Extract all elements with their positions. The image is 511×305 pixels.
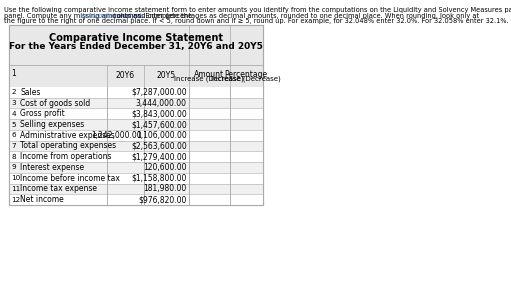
FancyBboxPatch shape bbox=[10, 109, 263, 119]
FancyBboxPatch shape bbox=[10, 65, 263, 87]
Text: 2: 2 bbox=[12, 89, 16, 95]
Text: the figure to the right of one decimal place. If < 5, round down and if ≥ 5, rou: the figure to the right of one decimal p… bbox=[4, 18, 509, 24]
Text: $1,279,400.00: $1,279,400.00 bbox=[131, 152, 187, 161]
FancyBboxPatch shape bbox=[10, 25, 263, 205]
Text: 3,444,000.00: 3,444,000.00 bbox=[135, 99, 187, 108]
Text: 6: 6 bbox=[12, 132, 16, 138]
Text: Net income: Net income bbox=[20, 195, 64, 204]
Text: Increase (Decrease): Increase (Decrease) bbox=[212, 76, 281, 82]
Text: 9: 9 bbox=[12, 164, 16, 170]
Text: Total operating expenses: Total operating expenses bbox=[20, 142, 116, 150]
Text: 1,106,000.00: 1,106,000.00 bbox=[136, 131, 187, 140]
Text: Selling expenses: Selling expenses bbox=[20, 120, 84, 129]
Text: 20Y6: 20Y6 bbox=[116, 71, 135, 80]
FancyBboxPatch shape bbox=[10, 194, 263, 205]
Text: Interest expense: Interest expense bbox=[20, 163, 84, 172]
Text: 10: 10 bbox=[12, 175, 21, 181]
Text: 3: 3 bbox=[12, 100, 16, 106]
Text: 20Y5: 20Y5 bbox=[157, 71, 176, 80]
Text: $1,158,800.00: $1,158,800.00 bbox=[131, 174, 187, 183]
FancyBboxPatch shape bbox=[10, 141, 263, 151]
Text: 120,600.00: 120,600.00 bbox=[143, 163, 187, 172]
Text: 1: 1 bbox=[12, 70, 16, 78]
Text: horizontal analysis: horizontal analysis bbox=[82, 13, 145, 19]
Text: $7,287,000.00: $7,287,000.00 bbox=[131, 88, 187, 97]
FancyBboxPatch shape bbox=[10, 119, 263, 130]
Text: $976,820.00: $976,820.00 bbox=[138, 195, 187, 204]
Text: Amount: Amount bbox=[194, 70, 224, 79]
Text: Cost of goods sold: Cost of goods sold bbox=[20, 99, 90, 108]
Text: columns. Enter percentages as decimal amounts, rounded to one decimal place. Whe: columns. Enter percentages as decimal am… bbox=[111, 13, 479, 19]
Text: 7: 7 bbox=[12, 143, 16, 149]
Text: Increase (Decrease): Increase (Decrease) bbox=[174, 76, 244, 82]
Text: 4: 4 bbox=[12, 111, 16, 117]
FancyBboxPatch shape bbox=[10, 130, 263, 141]
Text: 5: 5 bbox=[12, 122, 16, 127]
Text: 12: 12 bbox=[12, 197, 21, 203]
Text: Use the following comparative income statement form to enter amounts you identif: Use the following comparative income sta… bbox=[4, 7, 511, 13]
Text: Income from operations: Income from operations bbox=[20, 152, 111, 161]
FancyBboxPatch shape bbox=[10, 151, 263, 162]
Text: Sales: Sales bbox=[20, 88, 40, 97]
FancyBboxPatch shape bbox=[10, 87, 263, 98]
Text: Comparative Income Statement: Comparative Income Statement bbox=[49, 33, 223, 43]
FancyBboxPatch shape bbox=[10, 25, 263, 65]
Text: Income before income tax: Income before income tax bbox=[20, 174, 120, 183]
Text: 181,980.00: 181,980.00 bbox=[144, 185, 187, 193]
Text: 1,242,000.00: 1,242,000.00 bbox=[91, 131, 142, 140]
FancyBboxPatch shape bbox=[10, 173, 263, 184]
Text: 11: 11 bbox=[12, 186, 21, 192]
Text: Administrative expenses: Administrative expenses bbox=[20, 131, 115, 140]
Text: Percentage: Percentage bbox=[225, 70, 268, 79]
Text: $1,457,600.00: $1,457,600.00 bbox=[131, 120, 187, 129]
Text: $2,563,600.00: $2,563,600.00 bbox=[131, 142, 187, 150]
Text: 8: 8 bbox=[12, 154, 16, 160]
Text: For the Years Ended December 31, 20Y6 and 20Y5: For the Years Ended December 31, 20Y6 an… bbox=[9, 42, 263, 51]
Text: $3,843,000.00: $3,843,000.00 bbox=[131, 109, 187, 118]
Text: Gross profit: Gross profit bbox=[20, 109, 65, 118]
Text: Income tax expense: Income tax expense bbox=[20, 185, 97, 193]
FancyBboxPatch shape bbox=[10, 162, 263, 173]
Text: panel. Compute any missing amounts and complete the: panel. Compute any missing amounts and c… bbox=[4, 13, 195, 19]
FancyBboxPatch shape bbox=[10, 184, 263, 194]
FancyBboxPatch shape bbox=[10, 98, 263, 109]
